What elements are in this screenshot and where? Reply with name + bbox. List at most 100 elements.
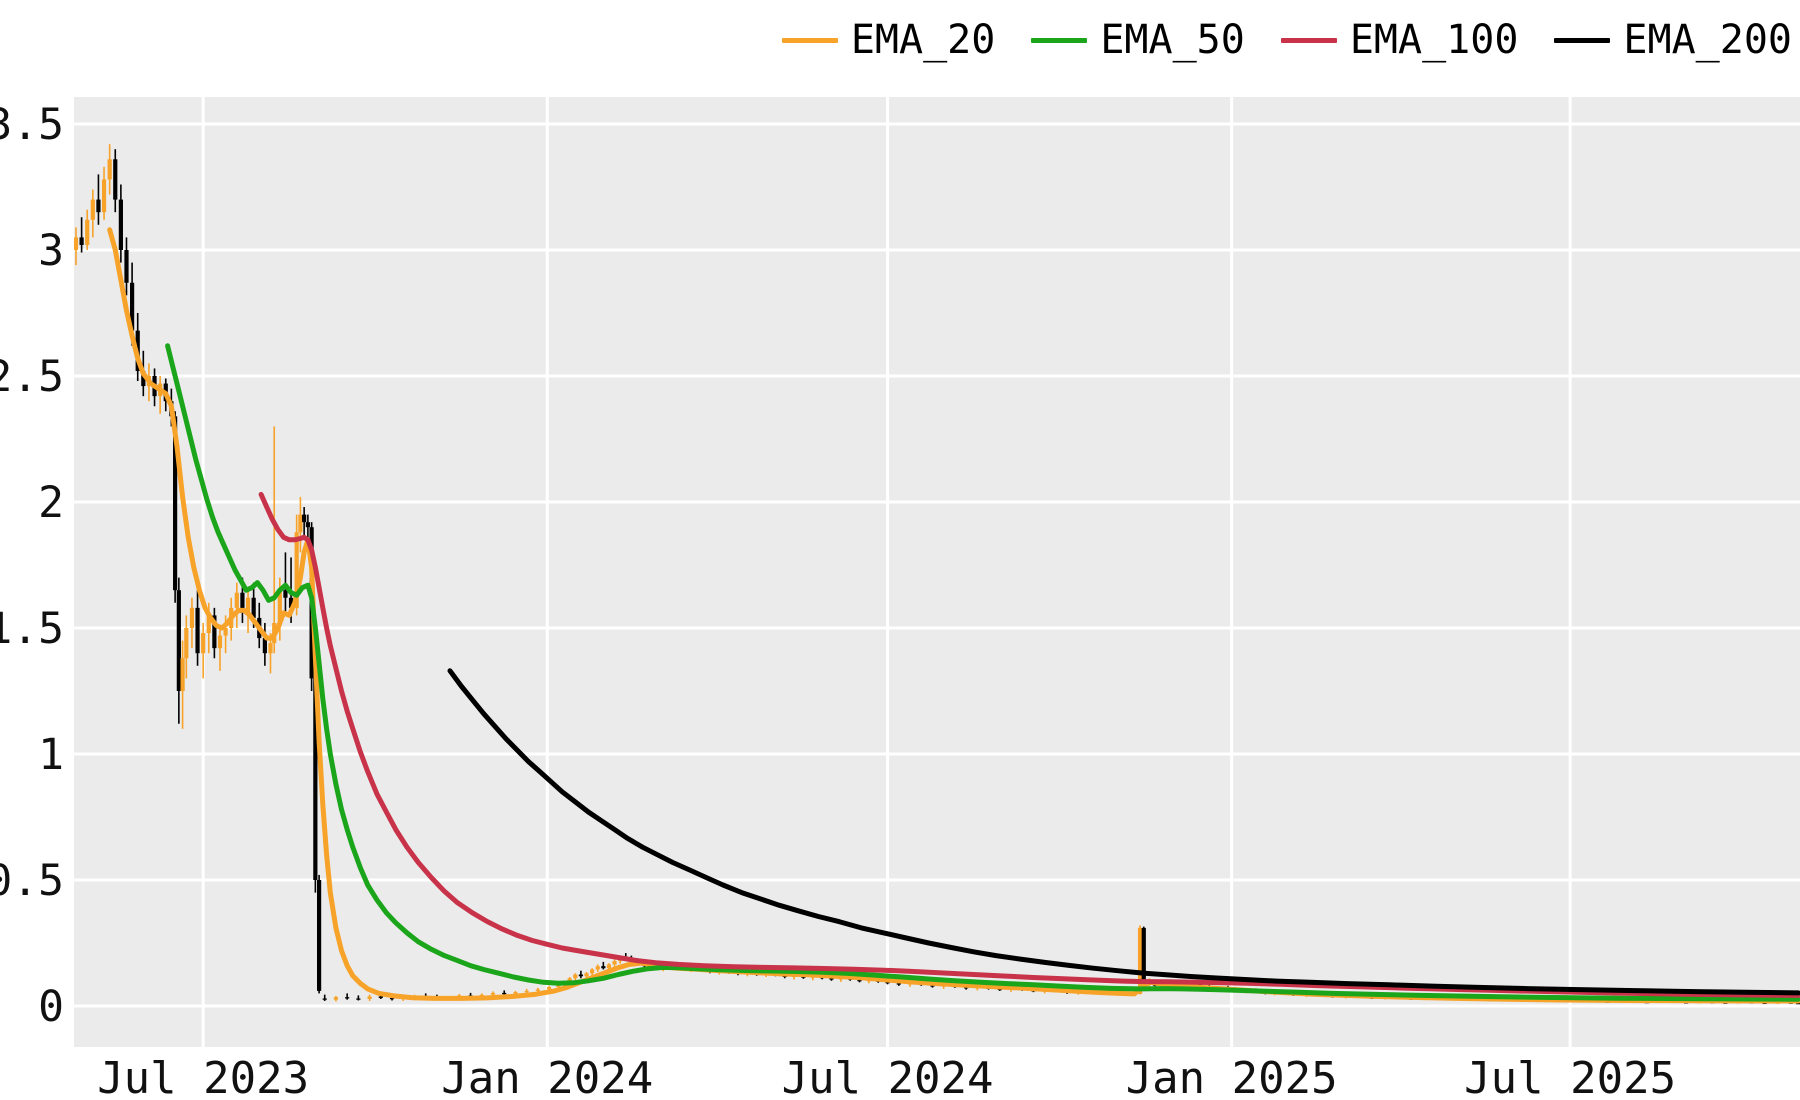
candle: [201, 622, 206, 679]
candle: [79, 217, 84, 253]
candle-body: [130, 282, 135, 331]
candle-body: [896, 983, 901, 985]
candle-body: [283, 590, 288, 598]
candle: [298, 496, 303, 553]
candle-body: [857, 979, 862, 982]
candle: [601, 961, 606, 970]
candle: [245, 587, 251, 634]
candle: [101, 166, 107, 220]
candle: [612, 959, 617, 967]
ema-line-ema_100: [258, 491, 1800, 998]
candle-body: [96, 199, 101, 213]
candle-body: [573, 974, 578, 979]
candle-body: [389, 997, 395, 1000]
candle-body: [356, 998, 361, 1000]
candle-body: [317, 880, 322, 991]
candle-body: [885, 981, 890, 984]
candle-body: [262, 638, 267, 654]
candle: [578, 970, 583, 979]
candle-body: [176, 590, 181, 691]
candle: [356, 995, 361, 1001]
candle: [113, 149, 118, 213]
candle: [212, 607, 217, 659]
candle: [345, 993, 350, 1000]
candle: [118, 184, 123, 263]
candle-body: [490, 992, 496, 995]
candle: [262, 622, 267, 666]
candle-body: [118, 199, 123, 250]
x-tick-label: Jul 2024: [782, 1053, 994, 1100]
candle: [176, 577, 181, 724]
legend-item-ema_20: EMA_20: [781, 20, 995, 60]
candle-body: [189, 607, 195, 628]
legend-item-ema_200: EMA_200: [1554, 20, 1792, 60]
candle-body: [535, 989, 540, 991]
candle-body: [79, 237, 84, 245]
candle-body: [367, 996, 372, 999]
candle: [317, 874, 322, 994]
candle: [573, 973, 578, 981]
x-tick-label: Jul 2023: [97, 1053, 309, 1100]
candle-body: [294, 532, 299, 608]
legend-item-ema_50: EMA_50: [1031, 20, 1245, 60]
candle-body: [74, 237, 79, 250]
candle-body: [997, 988, 1002, 991]
candle: [96, 174, 101, 225]
candle-body: [240, 592, 245, 613]
legend-label: EMA_100: [1349, 17, 1519, 63]
y-tick-label: 3: [38, 226, 64, 276]
candle: [195, 590, 200, 666]
candle-body: [1141, 927, 1146, 985]
candle-body: [90, 199, 95, 220]
candle-body: [141, 370, 146, 387]
candle-body: [217, 635, 223, 649]
candle-body: [578, 974, 583, 977]
plot-background: [74, 97, 1800, 1047]
y-tick-label: 0.5: [0, 856, 64, 906]
candle-body: [251, 597, 256, 618]
candle-body: [173, 416, 178, 591]
legend-item-ema_100: EMA_100: [1280, 17, 1519, 63]
y-axis-tick-labels: 0 0.5 1 1.5 2 2.5 3 3.5: [0, 100, 64, 1032]
candle-body: [277, 590, 282, 623]
candle-body: [201, 633, 206, 654]
candle-body: [590, 969, 595, 974]
candle: [367, 994, 372, 1001]
candle-body: [288, 597, 294, 608]
candle-body: [305, 522, 310, 528]
candle: [90, 189, 95, 238]
legend-line-sample: [1554, 37, 1611, 43]
candle-body: [298, 514, 303, 533]
candle-body: [313, 678, 318, 880]
candle-body: [513, 992, 518, 994]
candle-body: [345, 997, 350, 999]
candle-body: [584, 973, 589, 977]
legend-line-sample: [1031, 37, 1088, 43]
legend-line-sample: [781, 37, 838, 43]
chart-legend: EMA_20 EMA_50 EMA_100 EMA_200: [781, 14, 1792, 66]
y-tick-label: 0: [38, 982, 64, 1032]
legend-line-sample: [1280, 37, 1337, 43]
candle-body: [195, 607, 200, 654]
ema-line-ema_50: [165, 343, 1800, 1002]
candle-body: [234, 592, 239, 608]
candle-body: [567, 978, 572, 983]
candle-body: [606, 964, 612, 969]
candle-body: [1137, 927, 1143, 994]
candle-body: [113, 159, 118, 200]
candle: [302, 507, 307, 540]
ema-lines-layer: [107, 227, 1800, 1004]
candle: [217, 628, 223, 671]
candle-body: [101, 179, 107, 213]
candle-body: [378, 996, 383, 998]
candle: [184, 615, 189, 679]
y-tick-label: 2: [38, 478, 64, 528]
candle: [1141, 926, 1146, 988]
candle: [124, 237, 129, 296]
candle-body: [268, 643, 273, 654]
candle-body: [223, 628, 228, 636]
candle-body: [1796, 1002, 1800, 1005]
y-tick-label: 1: [38, 730, 64, 780]
